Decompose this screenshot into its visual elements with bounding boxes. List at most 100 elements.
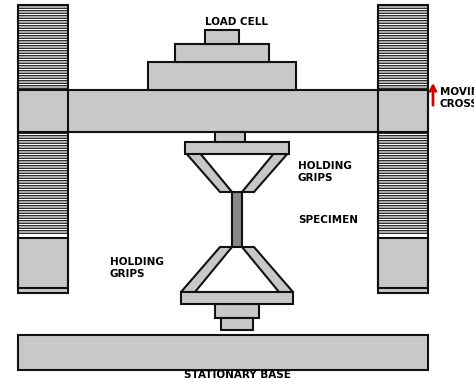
Bar	[378, 35, 428, 38]
Bar	[378, 160, 428, 163]
Bar	[18, 45, 68, 47]
Bar	[378, 170, 428, 172]
Bar	[18, 115, 68, 117]
Bar	[181, 292, 293, 304]
Bar	[18, 90, 68, 92]
Bar	[175, 44, 269, 62]
Bar	[378, 125, 428, 127]
Bar	[378, 130, 428, 133]
Bar	[378, 40, 428, 42]
Bar	[378, 95, 428, 97]
Bar	[18, 100, 68, 102]
Bar	[18, 200, 68, 202]
Bar	[378, 10, 428, 13]
Bar	[18, 15, 68, 17]
Text: STATIONARY BASE: STATIONARY BASE	[183, 370, 291, 379]
Bar	[378, 185, 428, 188]
Bar	[18, 90, 428, 132]
Bar	[18, 40, 68, 42]
Bar	[18, 25, 68, 28]
Bar	[378, 65, 428, 67]
Bar	[18, 238, 68, 293]
Bar	[185, 142, 289, 154]
Polygon shape	[242, 247, 293, 292]
Bar	[378, 150, 428, 152]
Bar	[378, 100, 428, 102]
Bar	[18, 120, 68, 122]
Bar	[378, 120, 428, 122]
Bar	[68, 132, 378, 335]
Bar	[222, 144, 238, 152]
Bar	[232, 192, 242, 247]
Bar	[378, 110, 428, 113]
Bar	[18, 80, 68, 83]
Bar	[378, 225, 428, 227]
Text: LOAD CELL: LOAD CELL	[206, 17, 268, 27]
Bar	[378, 5, 428, 8]
Bar	[378, 145, 428, 147]
Bar	[18, 150, 68, 152]
Bar	[378, 75, 428, 77]
Bar	[378, 55, 428, 58]
Bar	[378, 180, 428, 183]
Bar	[18, 180, 68, 183]
Bar	[378, 205, 428, 207]
Bar	[378, 70, 428, 72]
Bar	[18, 195, 68, 197]
Bar	[378, 135, 428, 138]
Bar	[18, 215, 68, 218]
Bar	[18, 175, 68, 177]
Bar	[378, 200, 428, 202]
Bar	[18, 30, 68, 33]
Bar	[378, 215, 428, 218]
Bar	[18, 55, 68, 58]
Bar	[378, 105, 428, 108]
Bar	[215, 132, 245, 144]
Bar	[18, 140, 68, 143]
Bar	[378, 60, 428, 63]
Bar	[378, 190, 428, 193]
Bar	[18, 160, 68, 163]
Bar	[205, 30, 239, 44]
Bar	[18, 110, 68, 113]
Bar	[378, 115, 428, 117]
Bar	[18, 145, 68, 147]
Bar	[378, 30, 428, 33]
Bar	[18, 125, 68, 127]
Bar	[18, 20, 68, 22]
Bar	[18, 60, 68, 63]
Bar	[18, 155, 68, 158]
Polygon shape	[242, 152, 289, 192]
Bar	[18, 170, 68, 172]
Bar	[378, 230, 428, 232]
Bar	[18, 5, 68, 288]
Bar	[378, 85, 428, 88]
Bar	[378, 90, 428, 92]
Bar	[148, 62, 296, 90]
Bar	[18, 5, 68, 8]
Bar	[378, 210, 428, 213]
Text: HOLDING
GRIPS: HOLDING GRIPS	[298, 161, 352, 183]
Bar	[18, 10, 68, 13]
Bar	[18, 225, 68, 227]
Bar	[18, 190, 68, 193]
Bar	[18, 220, 68, 222]
Bar	[18, 210, 68, 213]
Bar	[18, 165, 68, 168]
Bar	[18, 70, 68, 72]
Bar	[18, 50, 68, 53]
Text: HOLDING
GRIPS: HOLDING GRIPS	[110, 257, 164, 279]
Bar	[18, 85, 68, 88]
Bar	[18, 75, 68, 77]
Bar	[221, 318, 253, 330]
Bar	[378, 238, 428, 293]
Bar	[378, 5, 428, 288]
Bar	[378, 80, 428, 83]
Bar	[378, 165, 428, 168]
Bar	[18, 230, 68, 232]
Bar	[378, 15, 428, 17]
Bar	[378, 50, 428, 53]
Bar	[378, 175, 428, 177]
Bar	[18, 135, 68, 138]
Bar	[378, 140, 428, 143]
